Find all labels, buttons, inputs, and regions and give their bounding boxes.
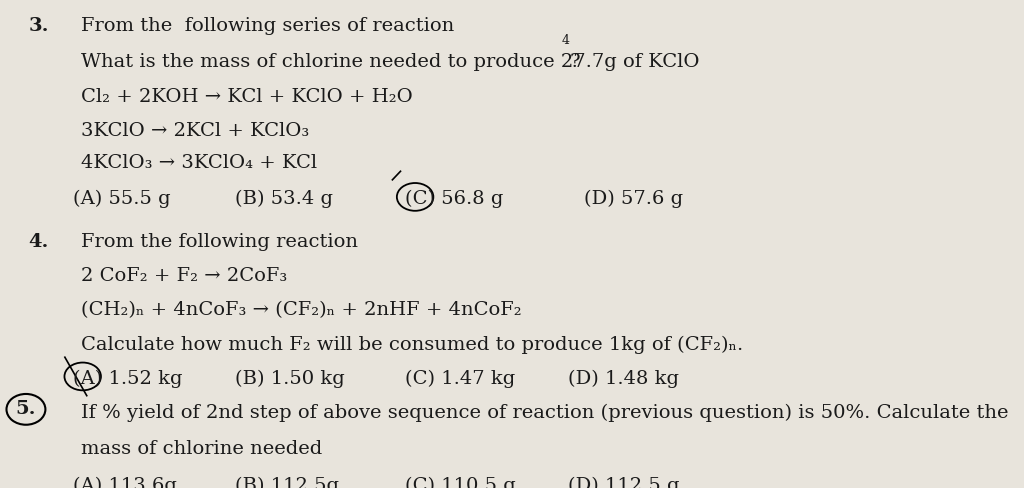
Text: (B) 112.5g: (B) 112.5g — [236, 476, 339, 488]
Text: (C) 1.47 kg: (C) 1.47 kg — [406, 369, 516, 387]
Text: 4.: 4. — [29, 232, 49, 250]
Text: (CH₂)ₙ + 4nCoF₃ → (CF₂)ₙ + 2nHF + 4nCoF₂: (CH₂)ₙ + 4nCoF₃ → (CF₂)ₙ + 2nHF + 4nCoF₂ — [81, 301, 521, 319]
Text: 2 CoF₂ + F₂ → 2CoF₃: 2 CoF₂ + F₂ → 2CoF₃ — [81, 266, 288, 285]
Text: (C) 110.5 g: (C) 110.5 g — [406, 476, 516, 488]
Text: What is the mass of chlorine needed to produce 27.7g of KClO: What is the mass of chlorine needed to p… — [81, 53, 699, 71]
Text: 5.: 5. — [15, 399, 36, 417]
Text: (D) 57.6 g: (D) 57.6 g — [584, 190, 683, 208]
Text: (C) 56.8 g: (C) 56.8 g — [406, 190, 504, 208]
Text: (A) 1.52 kg: (A) 1.52 kg — [73, 369, 182, 387]
Text: 3KClO → 2KCl + KClO₃: 3KClO → 2KCl + KClO₃ — [81, 122, 309, 140]
Text: From the  following series of reaction: From the following series of reaction — [81, 17, 455, 35]
Text: Calculate how much F₂ will be consumed to produce 1kg of (CF₂)ₙ.: Calculate how much F₂ will be consumed t… — [81, 335, 743, 353]
Text: (B) 1.50 kg: (B) 1.50 kg — [236, 369, 345, 387]
Text: ?: ? — [570, 53, 581, 71]
Text: (A) 113.6g: (A) 113.6g — [73, 476, 177, 488]
Text: 4KClO₃ → 3KClO₄ + KCl: 4KClO₃ → 3KClO₄ + KCl — [81, 154, 317, 171]
Text: mass of chlorine needed: mass of chlorine needed — [81, 439, 323, 457]
Text: 3.: 3. — [29, 17, 49, 35]
Text: From the following reaction: From the following reaction — [81, 232, 358, 250]
Text: (A) 55.5 g: (A) 55.5 g — [73, 190, 171, 208]
Text: (B) 53.4 g: (B) 53.4 g — [236, 190, 333, 208]
Text: If % yield of 2nd step of above sequence of reaction (previous question) is 50%.: If % yield of 2nd step of above sequence… — [81, 403, 1009, 421]
Text: (D) 1.48 kg: (D) 1.48 kg — [567, 369, 679, 387]
Text: Cl₂ + 2KOH → KCl + KClO + H₂O: Cl₂ + 2KOH → KCl + KClO + H₂O — [81, 87, 413, 105]
Text: (D) 112.5 g: (D) 112.5 g — [567, 476, 679, 488]
Text: 4: 4 — [562, 34, 569, 47]
